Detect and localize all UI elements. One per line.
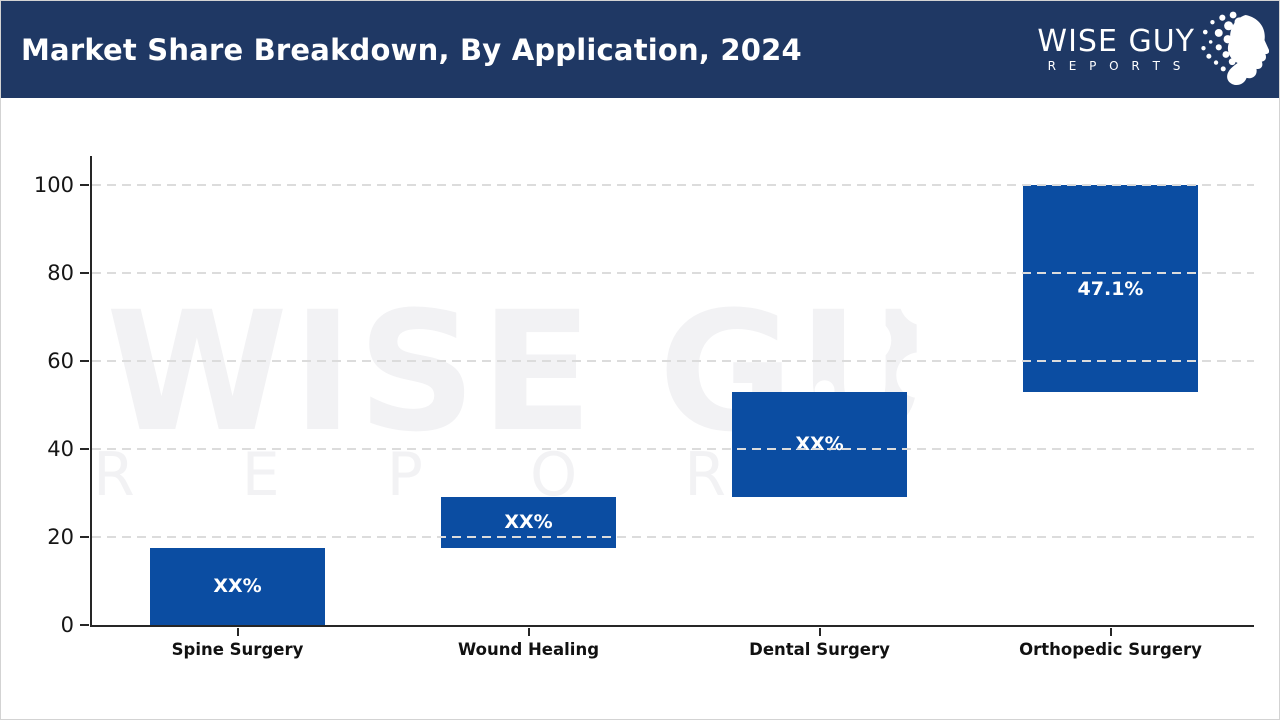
y-axis-tick-label: 40 [47,437,74,461]
x-axis-tick [1109,628,1112,636]
logo-wordmark: WISE GUY R E P O R T S [1037,26,1195,74]
bar-value-label: XX% [213,575,262,598]
y-axis-tick-label: 80 [47,261,74,285]
y-axis-tick [80,360,89,362]
x-category-label: Orthopedic Surgery [1019,640,1202,659]
logo-wordmark-line2: R E P O R T S [1047,59,1185,74]
bar-value-label: 47.1% [1077,277,1144,300]
y-gridline [92,536,1254,538]
y-axis-tick [80,448,89,450]
y-axis-tick-label: 60 [47,349,74,373]
y-axis-tick-label: 20 [47,525,74,549]
x-category-label: Spine Surgery [171,640,304,659]
logo-face-icon [1201,11,1269,85]
header-bar: Market Share Breakdown, By Application, … [1,1,1279,98]
x-axis-tick [236,628,239,636]
x-axis-tick [527,628,530,636]
y-axis-tick-label: 0 [60,613,74,637]
chart-canvas: WISE GUY R E P O R T S 0 20 40 60 80 100 XX% Sp… [1,98,1279,719]
x-axis-tick [818,628,821,636]
y-axis-tick [80,184,89,186]
y-gridline [92,184,1254,186]
plot-area: 0 20 40 60 80 100 XX% Spine Surgery XX% Wound Hea… [34,156,1254,659]
y-axis-tick [80,536,89,538]
logo-wordmark-line1: WISE GUY [1037,23,1195,59]
bar-segment: XX% [732,392,907,497]
y-gridline [92,360,1254,362]
x-category-label: Wound Healing [458,640,599,659]
x-category-label: Dental Surgery [749,640,890,659]
y-gridline [92,272,1254,274]
wise-guy-reports-logo: WISE GUY R E P O R T S [1037,10,1269,90]
y-axis-tick [80,624,89,626]
bar-segment: XX% [150,547,325,625]
y-gridline [92,448,1254,450]
y-axis-tick-label: 100 [33,173,74,197]
y-axis-tick [80,272,89,274]
bar-value-label: XX% [504,511,553,534]
bar-value-label: XX% [795,433,844,456]
bar-segment: XX% [441,496,616,548]
chart-title: Market Share Breakdown, By Application, … [21,32,802,67]
